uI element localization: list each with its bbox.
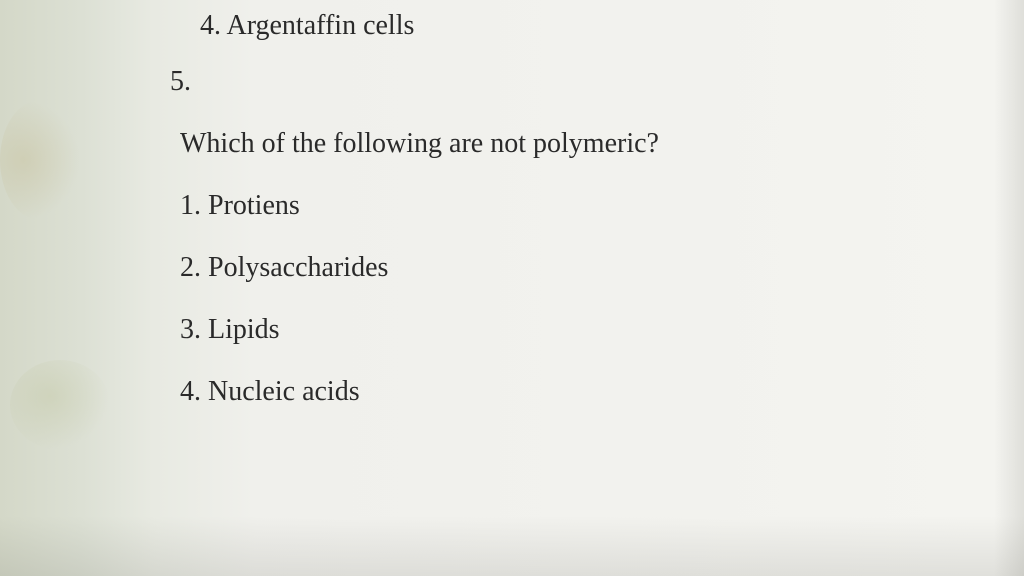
options-list: 1. Protiens 2. Polysaccharides 3. Lipids… [180,190,659,408]
option-text: Lipids [208,314,280,345]
option-number: 3. [180,314,201,345]
option-text: Nucleic acids [208,376,360,407]
previous-question-option: 4. Argentaffin cells [200,10,659,42]
page-shadow [0,516,1024,576]
question-number: 5. [170,66,659,98]
option-number: 4. [200,10,221,41]
option-item: 2. Polysaccharides [180,252,659,284]
page-shadow [994,0,1024,576]
option-number: 2. [180,252,201,283]
paper-stain [10,360,110,450]
option-item: 4. Nucleic acids [180,376,659,408]
paper-stain [0,100,80,220]
option-item: 1. Protiens [180,190,659,222]
option-text: Protiens [208,190,300,221]
option-text: Argentaffin cells [226,10,414,41]
option-number: 1. [180,190,201,221]
page-mark [986,230,1016,270]
option-number: 4. [180,376,201,407]
option-text: Polysaccharides [208,252,388,283]
question-text: Which of the following are not polymeric… [180,128,659,160]
document-content: 4. Argentaffin cells 5. Which of the fol… [200,10,659,438]
option-item: 3. Lipids [180,314,659,346]
